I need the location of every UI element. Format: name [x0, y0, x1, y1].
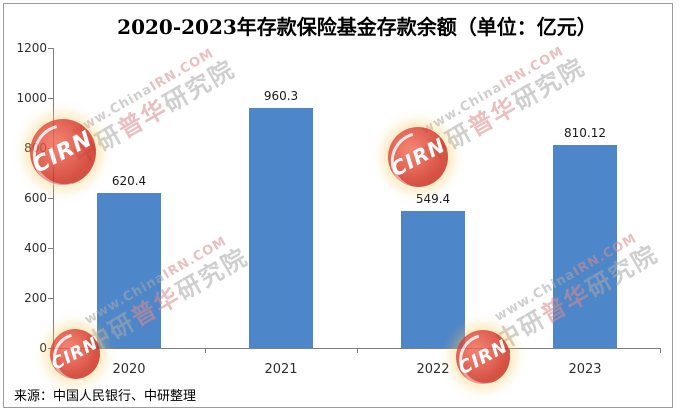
x-axis-tick — [53, 349, 54, 353]
chart-title: 2020-2023年存款保险基金存款余额（单位：亿元） — [117, 15, 597, 39]
source-note: 来源：中国人民银行、中研整理 — [14, 389, 197, 404]
bar-value-label: 960.3 — [263, 89, 299, 103]
y-axis-label: 1200 — [16, 41, 47, 55]
y-axis-label: 1000 — [16, 91, 47, 105]
y-axis-tick — [48, 198, 53, 199]
y-axis-tick — [48, 48, 53, 49]
x-axis-tick — [509, 349, 510, 353]
bar-value-label: 810.12 — [564, 126, 606, 140]
y-axis-label: 0 — [39, 341, 47, 355]
x-axis-line — [53, 348, 661, 349]
y-axis-tick — [48, 248, 53, 249]
y-axis-label: 600 — [24, 191, 47, 205]
y-axis-tick — [48, 98, 53, 99]
x-axis-label-2023: 2023 — [568, 362, 602, 377]
bar-2022 — [401, 211, 465, 348]
y-axis-label: 800 — [24, 141, 47, 155]
x-axis-tick — [205, 349, 206, 353]
x-axis-label-2022: 2022 — [416, 362, 450, 377]
bar-value-label: 549.4 — [415, 192, 451, 206]
bar-2020 — [97, 193, 161, 348]
x-axis-label-2021: 2021 — [264, 362, 298, 377]
y-axis-label: 200 — [24, 291, 47, 305]
y-axis-line — [53, 48, 54, 348]
bar-2023 — [553, 145, 617, 348]
y-axis-label: 400 — [24, 241, 47, 255]
x-axis-label-2020: 2020 — [112, 362, 146, 377]
x-axis-tick — [660, 349, 661, 353]
bar-2021 — [249, 108, 313, 348]
y-axis-tick — [48, 298, 53, 299]
x-axis-tick — [357, 349, 358, 353]
bar-value-label: 620.4 — [111, 174, 147, 188]
y-axis-tick — [48, 148, 53, 149]
